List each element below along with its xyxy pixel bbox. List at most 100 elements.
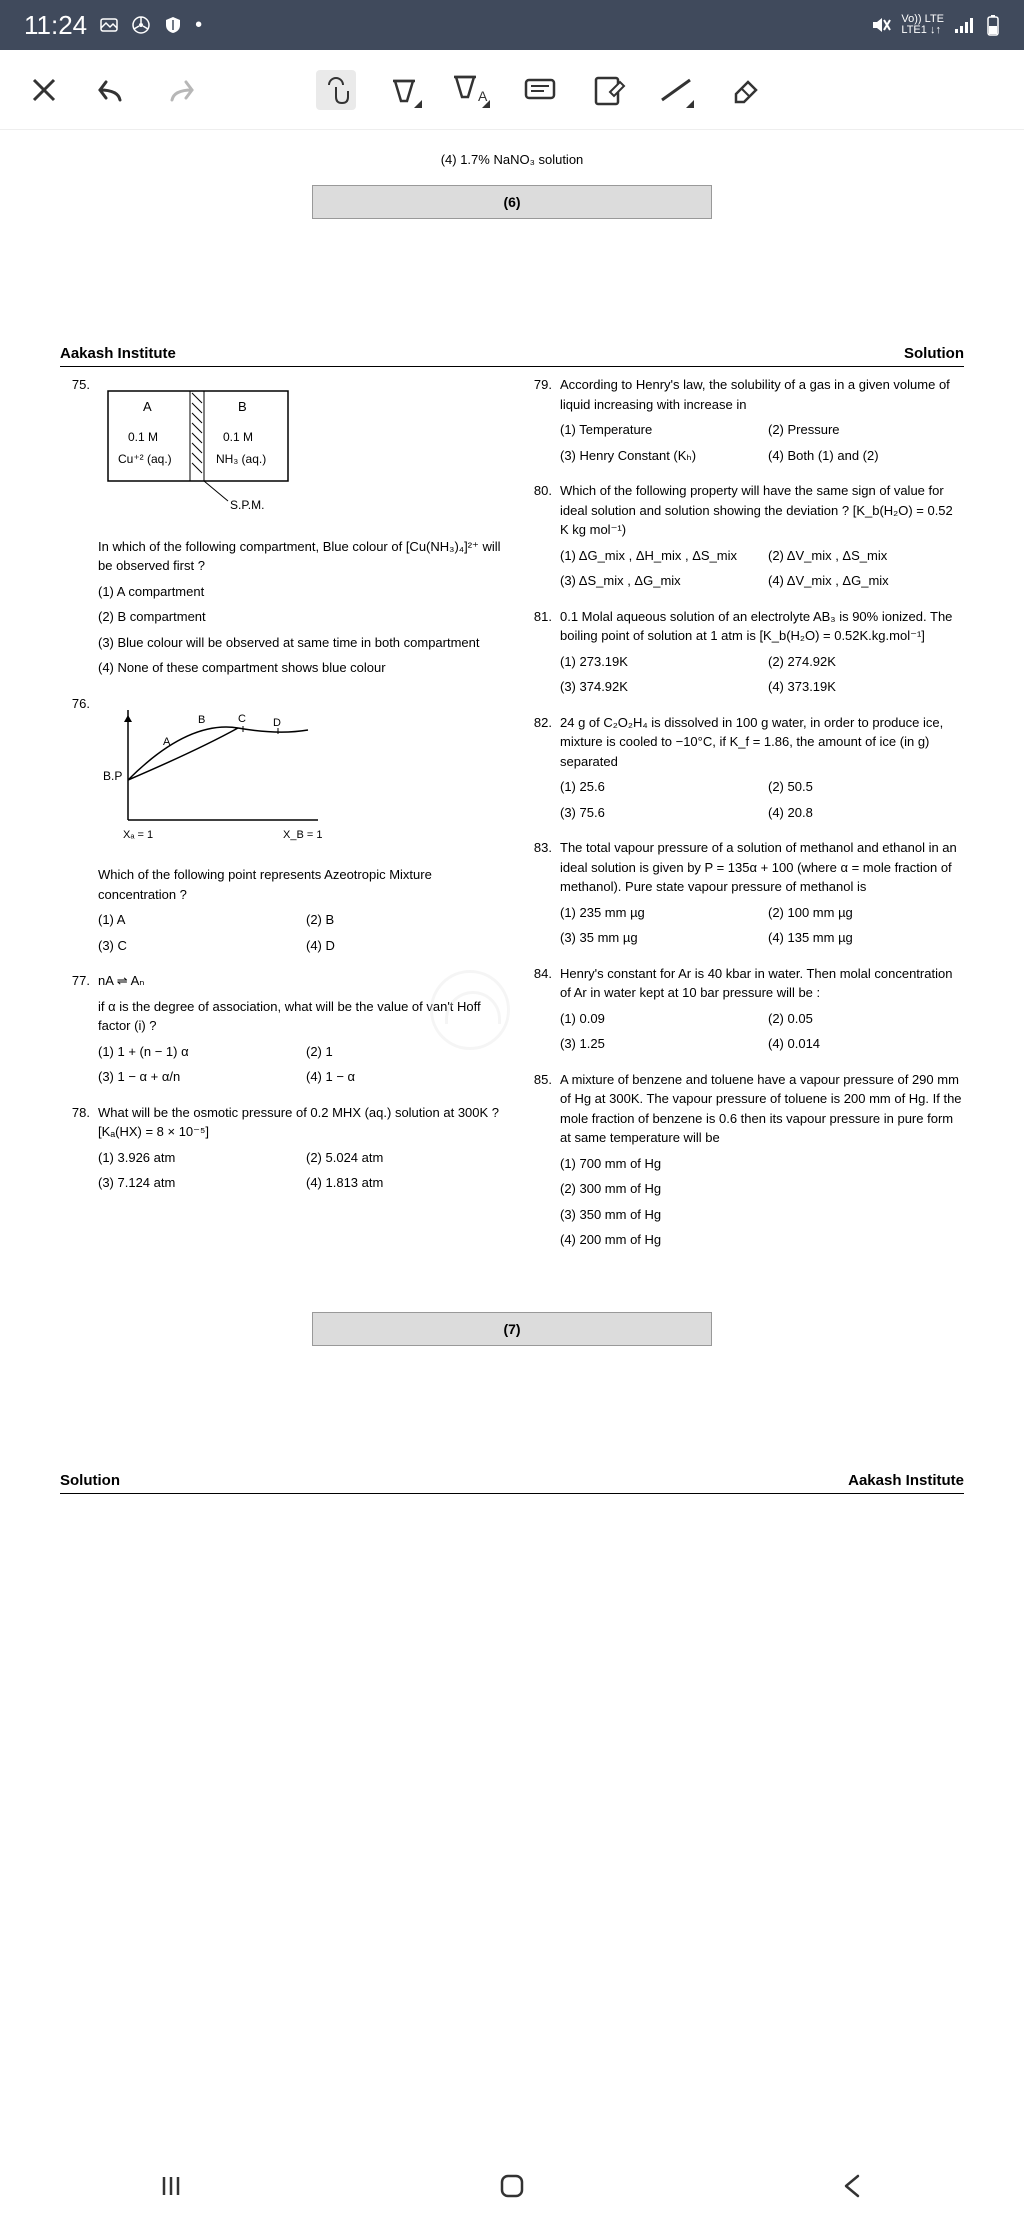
q80-o1[interactable]: (1) ΔG_mix , ΔH_mix , ΔS_mix (560, 546, 756, 566)
q76-o2[interactable]: (2) B (306, 910, 502, 930)
comment-icon[interactable] (520, 70, 560, 110)
q84: 84. Henry's constant for Ar is 40 kbar i… (522, 964, 964, 1054)
q80-o2[interactable]: (2) ΔV_mix , ΔS_mix (768, 546, 964, 566)
status-time: 11:24 (24, 10, 87, 41)
q82-num: 82. (522, 713, 552, 823)
q85-o3[interactable]: (3) 350 mm of Hg (560, 1205, 964, 1225)
q75-o3[interactable]: (3) Blue colour will be observed at same… (98, 633, 502, 653)
page-bottom-marker: (7) (312, 1312, 712, 1346)
q79-o1[interactable]: (1) Temperature (560, 420, 756, 440)
page-footer: Solution Aakash Institute (60, 1472, 964, 1494)
nav-home-icon[interactable] (497, 2171, 527, 2206)
q84-num: 84. (522, 964, 552, 1054)
nav-back-icon[interactable] (838, 2171, 868, 2206)
undo-icon[interactable] (92, 70, 132, 110)
svg-text:Xₐ = 1: Xₐ = 1 (123, 829, 153, 841)
edit-note-icon[interactable] (588, 70, 628, 110)
q81-o2[interactable]: (2) 274.92K (768, 652, 964, 672)
q77-o4[interactable]: (4) 1 − α (306, 1067, 502, 1087)
q78-o3[interactable]: (3) 7.124 atm (98, 1173, 294, 1193)
watermark-icon (430, 970, 510, 1050)
svg-text:A: A (163, 736, 171, 748)
header-right: Solution (904, 345, 964, 362)
q79-o3[interactable]: (3) Henry Constant (Kₕ) (560, 446, 756, 466)
q82-o2[interactable]: (2) 50.5 (768, 777, 964, 797)
q82-o3[interactable]: (3) 75.6 (560, 803, 756, 823)
eraser-icon[interactable] (724, 70, 764, 110)
q78-o1[interactable]: (1) 3.926 atm (98, 1148, 294, 1168)
q75-o2[interactable]: (2) B compartment (98, 607, 502, 627)
toolbar: A (0, 50, 1024, 130)
q79-o4[interactable]: (4) Both (1) and (2) (768, 446, 964, 466)
q85-o4[interactable]: (4) 200 mm of Hg (560, 1230, 964, 1250)
left-column: 75. A B 0.1 M 0.1 M (60, 375, 502, 1266)
q85-o2[interactable]: (2) 300 mm of Hg (560, 1179, 964, 1199)
gallery-icon (99, 15, 119, 35)
q82-o1[interactable]: (1) 25.6 (560, 777, 756, 797)
q82-o4[interactable]: (4) 20.8 (768, 803, 964, 823)
q76-o3[interactable]: (3) C (98, 936, 294, 956)
q82: 82. 24 g of C₂O₂H₄ is dissolved in 100 g… (522, 713, 964, 823)
q81-stem: 0.1 Molal aqueous solution of an electro… (560, 607, 964, 646)
svg-text:B: B (198, 714, 205, 726)
line-icon[interactable] (656, 70, 696, 110)
q75-o1[interactable]: (1) A compartment (98, 582, 502, 602)
close-icon[interactable] (24, 70, 64, 110)
q77-num: 77. (60, 971, 90, 1087)
q83-o4[interactable]: (4) 135 mm µg (768, 928, 964, 948)
page-header: Aakash Institute Solution (60, 345, 964, 367)
svg-text:B.P: B.P (103, 769, 122, 783)
q85-o1[interactable]: (1) 700 mm of Hg (560, 1154, 964, 1174)
footer-right: Aakash Institute (848, 1472, 964, 1489)
q81-o4[interactable]: (4) 373.19K (768, 677, 964, 697)
q80-o3[interactable]: (3) ΔS_mix , ΔG_mix (560, 571, 756, 591)
q83-o3[interactable]: (3) 35 mm µg (560, 928, 756, 948)
svg-text:C: C (238, 713, 246, 725)
q84-o1[interactable]: (1) 0.09 (560, 1009, 756, 1029)
q76: 76. B.P A B C (60, 694, 502, 956)
q83-num: 83. (522, 838, 552, 948)
q75-num: 75. (60, 375, 90, 678)
q83-o2[interactable]: (2) 100 mm µg (768, 903, 964, 923)
q75-sol-a: Cu⁺² (aq.) (118, 452, 172, 466)
q75-stem: In which of the following compartment, B… (98, 537, 502, 576)
svg-text:D: D (273, 717, 281, 729)
q81-o1[interactable]: (1) 273.19K (560, 652, 756, 672)
q78-num: 78. (60, 1103, 90, 1193)
q78: 78. What will be the osmotic pressure of… (60, 1103, 502, 1193)
q75-o4[interactable]: (4) None of these compartment shows blue… (98, 658, 502, 678)
q76-o1[interactable]: (1) A (98, 910, 294, 930)
nav-recent-icon[interactable] (156, 2171, 186, 2206)
q84-o3[interactable]: (3) 1.25 (560, 1034, 756, 1054)
footer-left: Solution (60, 1472, 120, 1489)
q78-o2[interactable]: (2) 5.024 atm (306, 1148, 502, 1168)
q79-stem: According to Henry's law, the solubility… (560, 375, 964, 414)
q77-o3[interactable]: (3) 1 − α + α/n (98, 1067, 294, 1087)
q78-stem: What will be the osmotic pressure of 0.2… (98, 1103, 502, 1142)
text-highlight-icon[interactable]: A (452, 70, 492, 110)
q84-o4[interactable]: (4) 0.014 (768, 1034, 964, 1054)
q84-o2[interactable]: (2) 0.05 (768, 1009, 964, 1029)
q77-o1[interactable]: (1) 1 + (n − 1) α (98, 1042, 294, 1062)
q79-o2[interactable]: (2) Pressure (768, 420, 964, 440)
right-column: 79. According to Henry's law, the solubi… (522, 375, 964, 1266)
q75-spm: S.P.M. (230, 498, 264, 512)
q78-o4[interactable]: (4) 1.813 atm (306, 1173, 502, 1193)
q83: 83. The total vapour pressure of a solut… (522, 838, 964, 948)
status-left: 11:24 • (24, 10, 202, 41)
highlighter-icon[interactable] (384, 70, 424, 110)
q76-o4[interactable]: (4) D (306, 936, 502, 956)
q76-stem: Which of the following point represents … (98, 865, 502, 904)
q75-conc-a: 0.1 M (128, 430, 158, 444)
q75-sol-b: NH₃ (aq.) (216, 452, 266, 466)
q75: 75. A B 0.1 M 0.1 M (60, 375, 502, 678)
q83-o1[interactable]: (1) 235 mm µg (560, 903, 756, 923)
net-line2: LTE1 ↓↑ (901, 25, 944, 36)
nav-bar (0, 2158, 1024, 2218)
touch-icon[interactable] (316, 70, 356, 110)
document-content: (4) 1.7% NaNO₃ solution (6) Aakash Insti… (0, 130, 1024, 1722)
q75-box-b: B (238, 399, 247, 414)
q80-o4[interactable]: (4) ΔV_mix , ΔG_mix (768, 571, 964, 591)
redo-icon[interactable] (160, 70, 200, 110)
q81-o3[interactable]: (3) 374.92K (560, 677, 756, 697)
